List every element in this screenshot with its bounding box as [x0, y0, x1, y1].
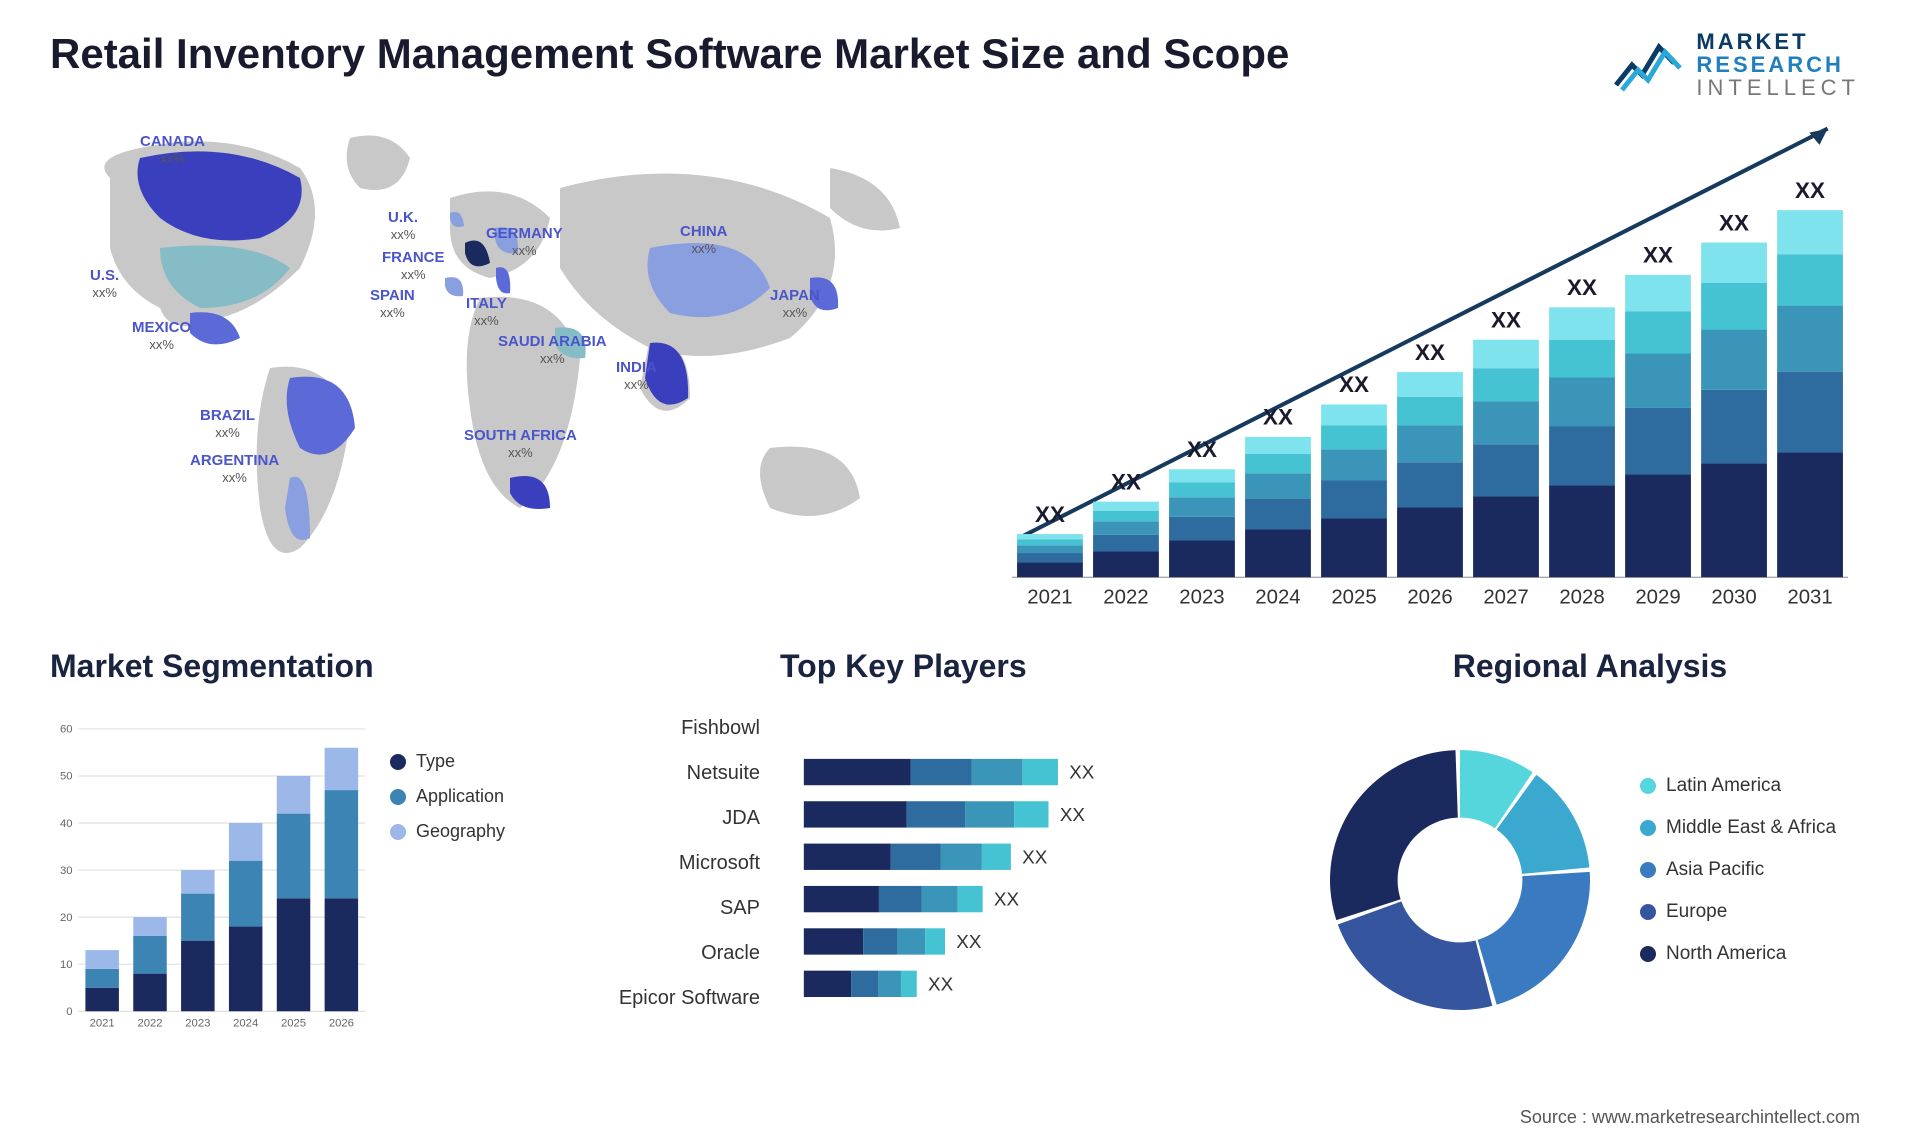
- legend-item: Geography: [390, 821, 540, 842]
- regional-title: Regional Analysis: [1310, 648, 1870, 685]
- segmentation-chart: 0 10 20 30 40 50 60 2021 2022 2023 2024 2025 2026: [50, 701, 370, 1058]
- svg-text:XX: XX: [1263, 405, 1293, 430]
- svg-text:2026: 2026: [329, 1017, 354, 1029]
- segmentation-panel: Market Segmentation 0 10 20 30 40 50 60 2021 202…: [50, 648, 540, 1058]
- svg-text:XX: XX: [1719, 210, 1749, 235]
- map-label: GERMANYxx%: [486, 226, 563, 259]
- regional-donut: [1310, 730, 1610, 1030]
- map-label: MEXICOxx%: [132, 320, 191, 353]
- svg-text:XX: XX: [1111, 469, 1141, 494]
- legend-item: Asia Pacific: [1640, 859, 1870, 881]
- svg-text:XX: XX: [1795, 178, 1825, 203]
- map-label: CANADAxx%: [140, 134, 205, 167]
- svg-text:20: 20: [60, 912, 73, 924]
- map-label: FRANCExx%: [382, 250, 445, 283]
- svg-text:XX: XX: [1339, 372, 1369, 397]
- svg-text:2022: 2022: [1103, 587, 1148, 609]
- svg-text:2028: 2028: [1559, 587, 1604, 609]
- segmentation-title: Market Segmentation: [50, 648, 540, 685]
- source-text: Source : www.marketresearchintellect.com: [1520, 1107, 1860, 1128]
- svg-text:2021: 2021: [90, 1017, 115, 1029]
- player-label: Fishbowl: [580, 706, 760, 751]
- map-label: SAUDI ARABIAxx%: [498, 334, 607, 367]
- svg-text:XX: XX: [1491, 307, 1521, 332]
- svg-text:XX: XX: [1415, 340, 1445, 365]
- svg-text:2021: 2021: [1027, 587, 1072, 609]
- regional-panel: Regional Analysis Latin America Middle Ea…: [1310, 648, 1870, 1058]
- map-label: U.S.xx%: [90, 268, 119, 301]
- svg-text:2026: 2026: [1407, 587, 1452, 609]
- svg-text:0: 0: [66, 1006, 72, 1018]
- players-title: Top Key Players: [780, 648, 1270, 685]
- players-chart: Top Key Players XXXXXXXXXXXX: [780, 648, 1270, 1058]
- map-label: JAPANxx%: [770, 288, 820, 321]
- legend-item: Middle East & Africa: [1640, 817, 1870, 839]
- svg-text:XX: XX: [956, 931, 982, 952]
- regional-legend: Latin America Middle East & Africa Asia Pa…: [1640, 775, 1870, 985]
- svg-text:2024: 2024: [1255, 587, 1300, 609]
- logo-icon: [1614, 35, 1684, 95]
- svg-text:2025: 2025: [1331, 587, 1376, 609]
- svg-text:2031: 2031: [1787, 587, 1832, 609]
- svg-text:XX: XX: [1567, 275, 1597, 300]
- logo-line3: INTELLECT: [1696, 76, 1860, 99]
- map-label: BRAZILxx%: [200, 408, 255, 441]
- svg-text:XX: XX: [1069, 762, 1095, 783]
- legend-item: North America: [1640, 943, 1870, 965]
- player-label: Oracle: [580, 931, 760, 976]
- player-label: Epicor Software: [580, 976, 760, 1021]
- map-label: SPAINxx%: [370, 288, 415, 321]
- map-label: INDIAxx%: [616, 360, 657, 393]
- market-size-chart: XX 2021 XX 2022 XX 2023 XX 2024 XX 2025 XX 2026 XX 20…: [990, 98, 1870, 618]
- svg-text:2025: 2025: [281, 1017, 306, 1029]
- svg-text:2023: 2023: [185, 1017, 210, 1029]
- svg-text:XX: XX: [994, 889, 1020, 910]
- svg-text:2024: 2024: [233, 1017, 258, 1029]
- player-label: JDA: [580, 796, 760, 841]
- map-label: ITALYxx%: [466, 296, 507, 329]
- svg-text:10: 10: [60, 959, 73, 971]
- svg-text:50: 50: [60, 771, 73, 783]
- map-label: ARGENTINAxx%: [190, 453, 279, 486]
- svg-text:30: 30: [60, 865, 73, 877]
- legend-item: Type: [390, 751, 540, 772]
- world-map: CANADAxx% U.S.xx% MEXICOxx% BRAZILxx% ARGENT…: [50, 98, 930, 618]
- player-label: Netsuite: [580, 751, 760, 796]
- svg-text:2030: 2030: [1711, 587, 1756, 609]
- players-labels: FishbowlNetsuiteJDAMicrosoftSAPOracleEpi…: [580, 648, 760, 1058]
- map-label: SOUTH AFRICAxx%: [464, 428, 577, 461]
- svg-text:XX: XX: [928, 973, 954, 994]
- map-label: CHINAxx%: [680, 224, 728, 257]
- svg-text:40: 40: [60, 818, 73, 830]
- svg-text:2023: 2023: [1179, 587, 1224, 609]
- svg-text:2027: 2027: [1483, 587, 1528, 609]
- page-title: Retail Inventory Management Software Mar…: [50, 30, 1870, 78]
- svg-text:XX: XX: [1187, 437, 1217, 462]
- logo-line2: RESEARCH: [1696, 53, 1860, 76]
- brand-logo: MARKET RESEARCH INTELLECT: [1614, 30, 1860, 99]
- svg-text:2022: 2022: [137, 1017, 162, 1029]
- map-label: U.K.xx%: [388, 210, 418, 243]
- legend-item: Latin America: [1640, 775, 1870, 797]
- svg-text:XX: XX: [1022, 846, 1048, 867]
- player-label: Microsoft: [580, 841, 760, 886]
- svg-text:XX: XX: [1035, 502, 1065, 527]
- player-label: SAP: [580, 886, 760, 931]
- segmentation-legend: Type Application Geography: [390, 701, 540, 1058]
- svg-text:2029: 2029: [1635, 587, 1680, 609]
- players-panel: FishbowlNetsuiteJDAMicrosoftSAPOracleEpi…: [580, 648, 1270, 1058]
- svg-text:XX: XX: [1060, 804, 1086, 825]
- svg-text:60: 60: [60, 724, 73, 736]
- logo-line1: MARKET: [1696, 30, 1860, 53]
- legend-item: Europe: [1640, 901, 1870, 923]
- svg-text:XX: XX: [1643, 243, 1673, 268]
- legend-item: Application: [390, 786, 540, 807]
